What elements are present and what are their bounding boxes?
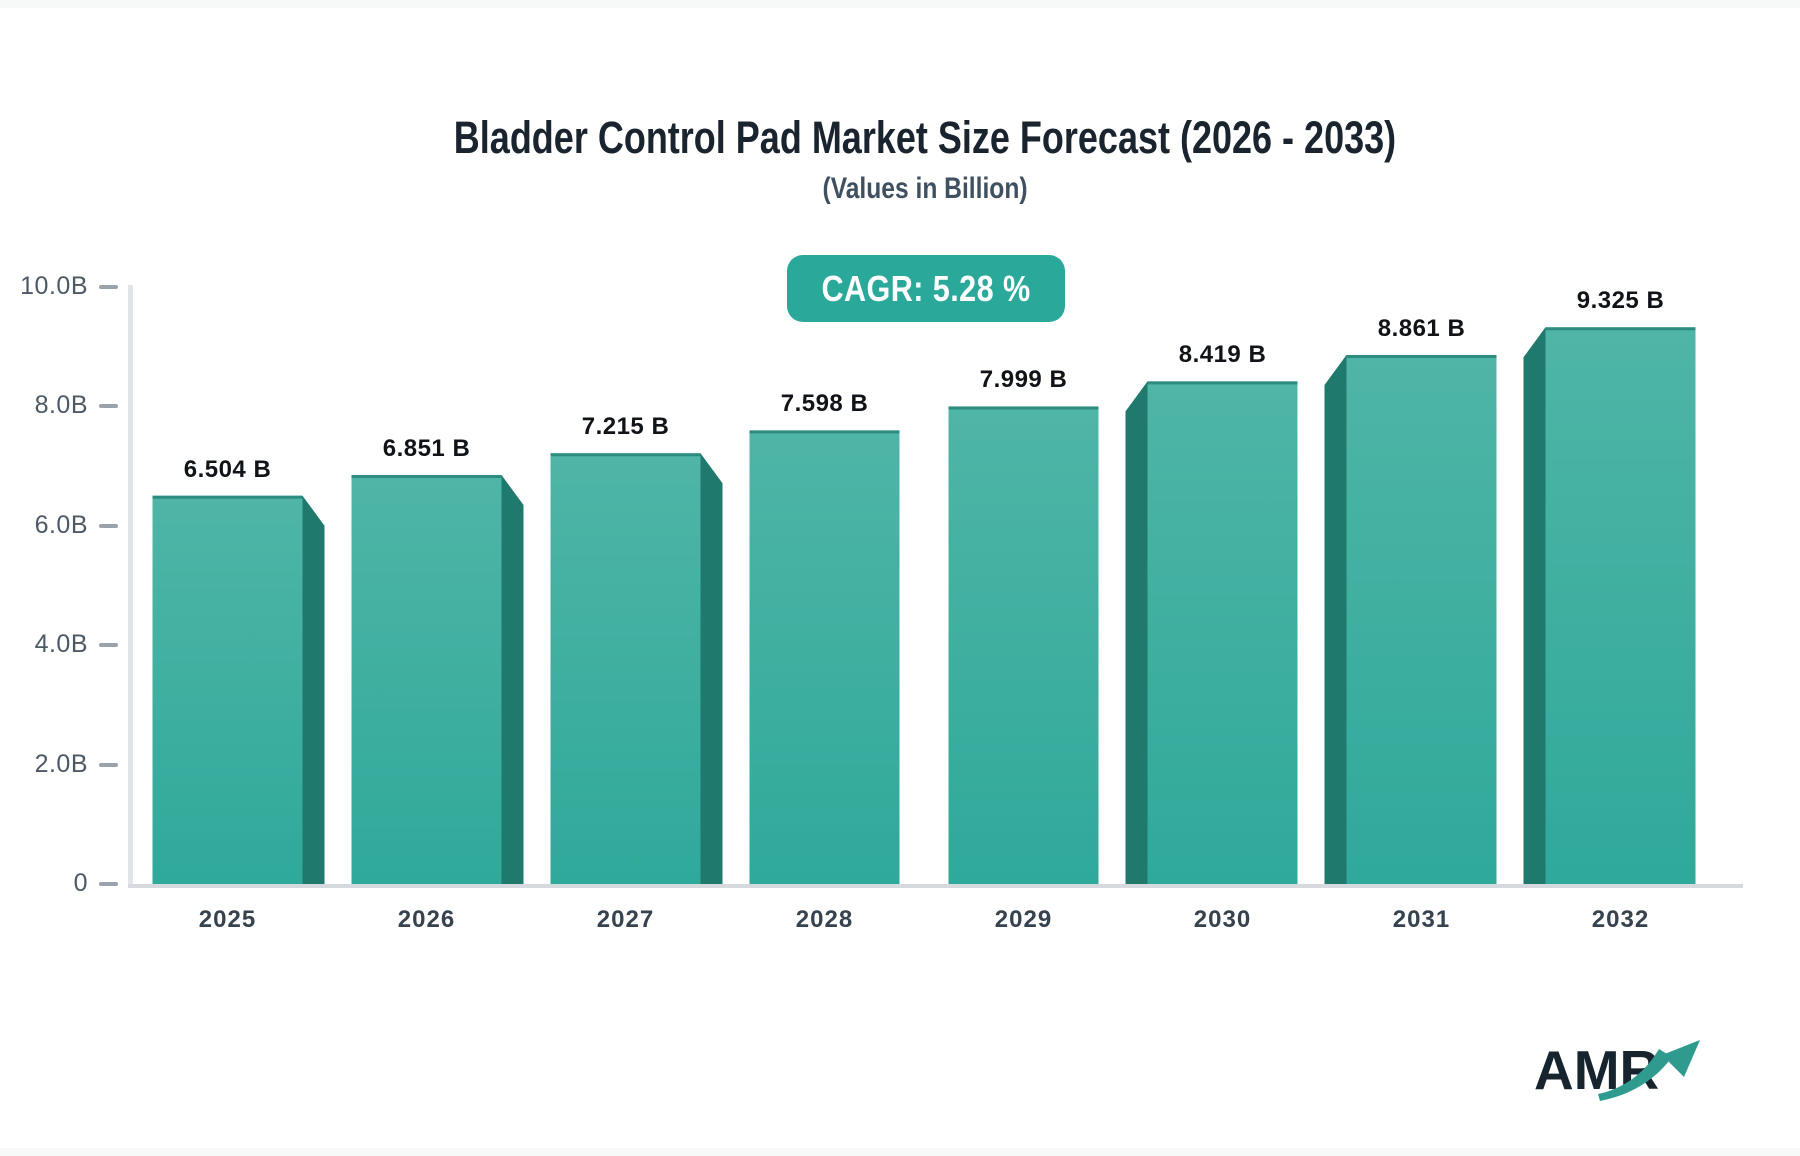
- x-axis-label-2028: 2028: [795, 906, 854, 933]
- chart-title-text: Bladder Control Pad Market Size Forecast…: [453, 112, 1397, 163]
- y-tick-dash-0: [99, 882, 118, 886]
- chart-title: Bladder Control Pad Market Size Forecast…: [50, 112, 1800, 164]
- bar-top-edge-2031: [1346, 354, 1497, 358]
- y-tick-dash-8.0B: [99, 404, 118, 409]
- bar-2026: [351, 474, 502, 884]
- chart-subtitle: (Values in Billion): [50, 172, 1800, 206]
- y-axis-line: [128, 285, 133, 886]
- bar-top-edge-2032: [1545, 327, 1696, 331]
- top-edge-strip: [0, 0, 1800, 8]
- x-axis-label-2025: 2025: [198, 906, 257, 933]
- bar-top-edge-2025: [152, 495, 303, 499]
- growth-arrow-icon: [1598, 1040, 1700, 1101]
- bar-value-label-2030: 8.419 B: [1178, 341, 1267, 369]
- bar-value-label-2032: 9.325 B: [1576, 287, 1665, 315]
- bar-value-label-2026: 6.851 B: [382, 434, 471, 462]
- y-tick-dash-4.0B: [99, 643, 118, 648]
- bar-side-bevel-2030: [1125, 381, 1148, 884]
- y-tick-label-6.0B: 6.0B: [34, 510, 88, 539]
- y-tick-label-2.0B: 2.0B: [34, 749, 88, 778]
- x-axis-label-2031: 2031: [1392, 906, 1451, 933]
- bar-side-bevel-2027: [700, 453, 723, 884]
- y-tick-dash-2.0B: [99, 762, 118, 767]
- bar-2025: [152, 495, 303, 884]
- bar-top-edge-2026: [351, 474, 502, 478]
- bar-side-bevel-2031: [1324, 354, 1347, 884]
- bar-side-bevel-2026: [501, 474, 524, 884]
- y-tick-label-0: 0: [73, 869, 88, 897]
- bar-2030: [1147, 381, 1298, 884]
- bar-top-edge-2028: [749, 430, 900, 434]
- bar-side-bevel-2025: [302, 495, 325, 884]
- bar-2028: [749, 430, 900, 884]
- bar-top-edge-2029: [948, 406, 1099, 410]
- x-axis-label-2027: 2027: [596, 906, 655, 933]
- bar-value-label-2027: 7.215 B: [581, 413, 670, 441]
- bar-2027: [550, 453, 701, 884]
- bar-value-label-2025: 6.504 B: [183, 455, 272, 483]
- bar-2029: [948, 406, 1099, 884]
- y-tick-dash-6.0B: [99, 523, 118, 528]
- chart-subtitle-text: (Values in Billion): [822, 172, 1028, 205]
- y-tick-dash-10.0B: [99, 285, 118, 289]
- bar-2032: [1545, 327, 1696, 884]
- bar-value-label-2029: 7.999 B: [979, 366, 1068, 394]
- y-tick-label-8.0B: 8.0B: [34, 391, 88, 420]
- bar-top-edge-2030: [1147, 381, 1298, 385]
- bar-side-bevel-2032: [1523, 327, 1546, 884]
- bar-value-label-2028: 7.598 B: [780, 390, 869, 418]
- x-axis-label-2030: 2030: [1193, 906, 1252, 933]
- bottom-edge-strip: [0, 1148, 1800, 1156]
- x-axis-label-2029: 2029: [994, 906, 1053, 933]
- bar-2031: [1346, 354, 1497, 884]
- y-tick-label-10.0B: 10.0B: [20, 272, 88, 300]
- cagr-badge-label: CAGR: 5.28 %: [821, 267, 1031, 309]
- cagr-badge: CAGR: 5.28 %: [787, 255, 1065, 322]
- amr-logo: AMR: [1534, 1038, 1714, 1118]
- x-axis-label-2032: 2032: [1591, 906, 1650, 933]
- bar-top-edge-2027: [550, 453, 701, 457]
- x-axis-baseline: [128, 884, 1743, 888]
- bar-value-label-2031: 8.861 B: [1377, 314, 1466, 342]
- x-axis-label-2026: 2026: [397, 906, 456, 933]
- amr-logo-text: AMR: [1534, 1039, 1660, 1101]
- y-tick-label-4.0B: 4.0B: [34, 630, 88, 659]
